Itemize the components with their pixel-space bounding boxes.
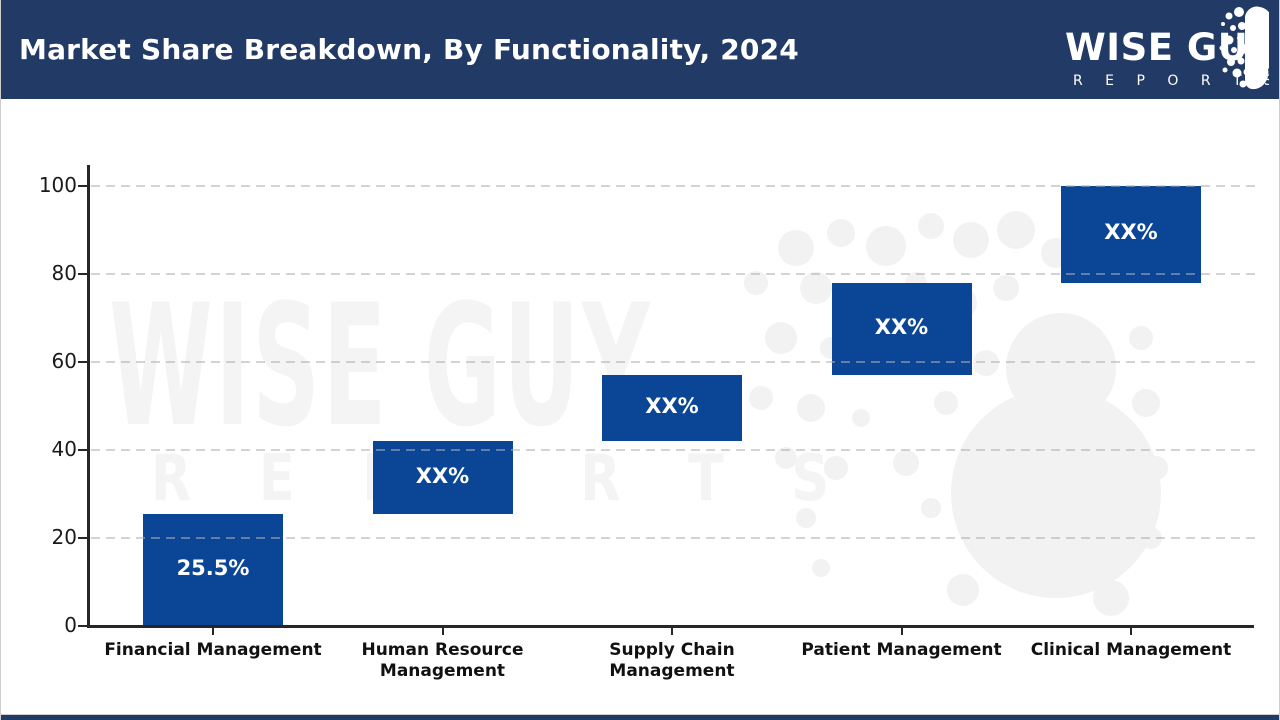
bar-financial-management — [143, 513, 283, 626]
footer-strip — [1, 714, 1279, 720]
y-tick-label: 80 — [51, 261, 77, 285]
gridline — [91, 361, 1259, 363]
y-tick-mark — [78, 625, 88, 627]
bar-value-label: XX% — [1104, 220, 1158, 245]
y-tick-mark — [78, 273, 88, 275]
wiseguy-logo: WISE GUY R E P O R T S — [1065, 6, 1269, 90]
x-category-label: Patient Management — [801, 640, 1002, 660]
chart-title: Market Share Breakdown, By Functionality… — [19, 33, 799, 66]
y-axis-line — [87, 165, 90, 628]
gridline — [91, 185, 1259, 187]
wiseguy-face-icon — [1219, 6, 1269, 90]
y-tick-label: 20 — [51, 525, 77, 549]
y-tick-mark — [78, 449, 88, 451]
y-tick-label: 0 — [64, 613, 77, 637]
bar-human-resource-management — [372, 441, 513, 514]
bar-value-label: XX% — [415, 463, 470, 488]
bar-value-label: XX% — [874, 315, 929, 339]
y-tick-label: 60 — [51, 349, 77, 373]
bar-value-label: XX% — [645, 394, 699, 419]
x-axis-line — [87, 625, 1254, 628]
x-category-label: Supply Chain Management — [609, 640, 735, 681]
header: Market Share Breakdown, By Functionality… — [1, 0, 1279, 99]
x-tick-mark — [441, 627, 444, 635]
x-tick-mark — [671, 627, 673, 635]
x-tick-mark — [900, 627, 903, 635]
logo-subtext: R E P O R T S — [1073, 73, 1269, 89]
bar-value-label: 25.5% — [176, 555, 250, 580]
gridline — [91, 273, 1259, 275]
y-tick-mark — [78, 361, 88, 363]
y-tick-mark — [78, 185, 88, 187]
y-tick-mark — [78, 537, 88, 539]
x-tick-mark — [1130, 627, 1132, 635]
y-tick-label: 40 — [51, 437, 77, 461]
x-category-label: Human Resource Management — [361, 640, 524, 681]
gridline — [91, 537, 1259, 539]
x-tick-mark — [212, 627, 214, 635]
x-category-label: Financial Management — [104, 640, 322, 660]
bar-supply-chain-management — [602, 375, 742, 442]
y-tick-label: 100 — [38, 173, 77, 197]
x-category-label: Clinical Management — [1030, 640, 1232, 660]
gridline — [91, 449, 1259, 451]
